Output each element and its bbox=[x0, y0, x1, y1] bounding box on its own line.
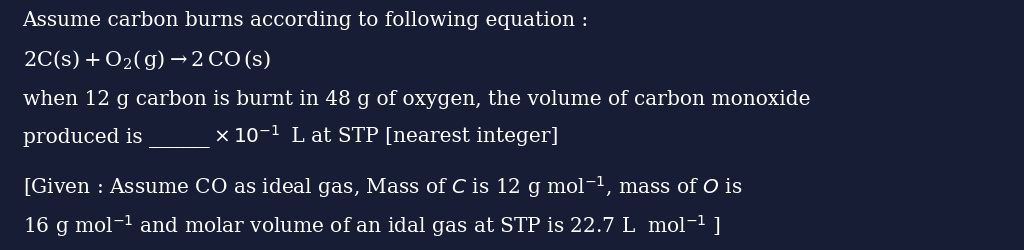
Text: when 12 g carbon is burnt in 48 g of oxygen, the volume of carbon monoxide: when 12 g carbon is burnt in 48 g of oxy… bbox=[23, 90, 810, 109]
Text: L at STP [nearest integer]: L at STP [nearest integer] bbox=[285, 128, 558, 146]
Text: Assume carbon burns according to following equation :: Assume carbon burns according to followi… bbox=[23, 11, 589, 30]
Text: produced is ______: produced is ______ bbox=[23, 128, 209, 148]
Text: [Given : Assume CO as ideal gas, Mass of $C$ is 12 g mol$^{-1}$, mass of $O$ is: [Given : Assume CO as ideal gas, Mass of… bbox=[23, 174, 741, 200]
Text: 16 g mol$^{-1}$ and molar volume of an idal gas at STP is 22.7 L  mol$^{-1}$ ]: 16 g mol$^{-1}$ and molar volume of an i… bbox=[23, 213, 721, 239]
Text: $\mathdefault{2C(s)+O_2(\,g)\rightarrow 2\,CO\,(s)}$: $\mathdefault{2C(s)+O_2(\,g)\rightarrow … bbox=[23, 48, 270, 72]
Text: $\times\,10^{-1}$: $\times\,10^{-1}$ bbox=[213, 124, 281, 146]
